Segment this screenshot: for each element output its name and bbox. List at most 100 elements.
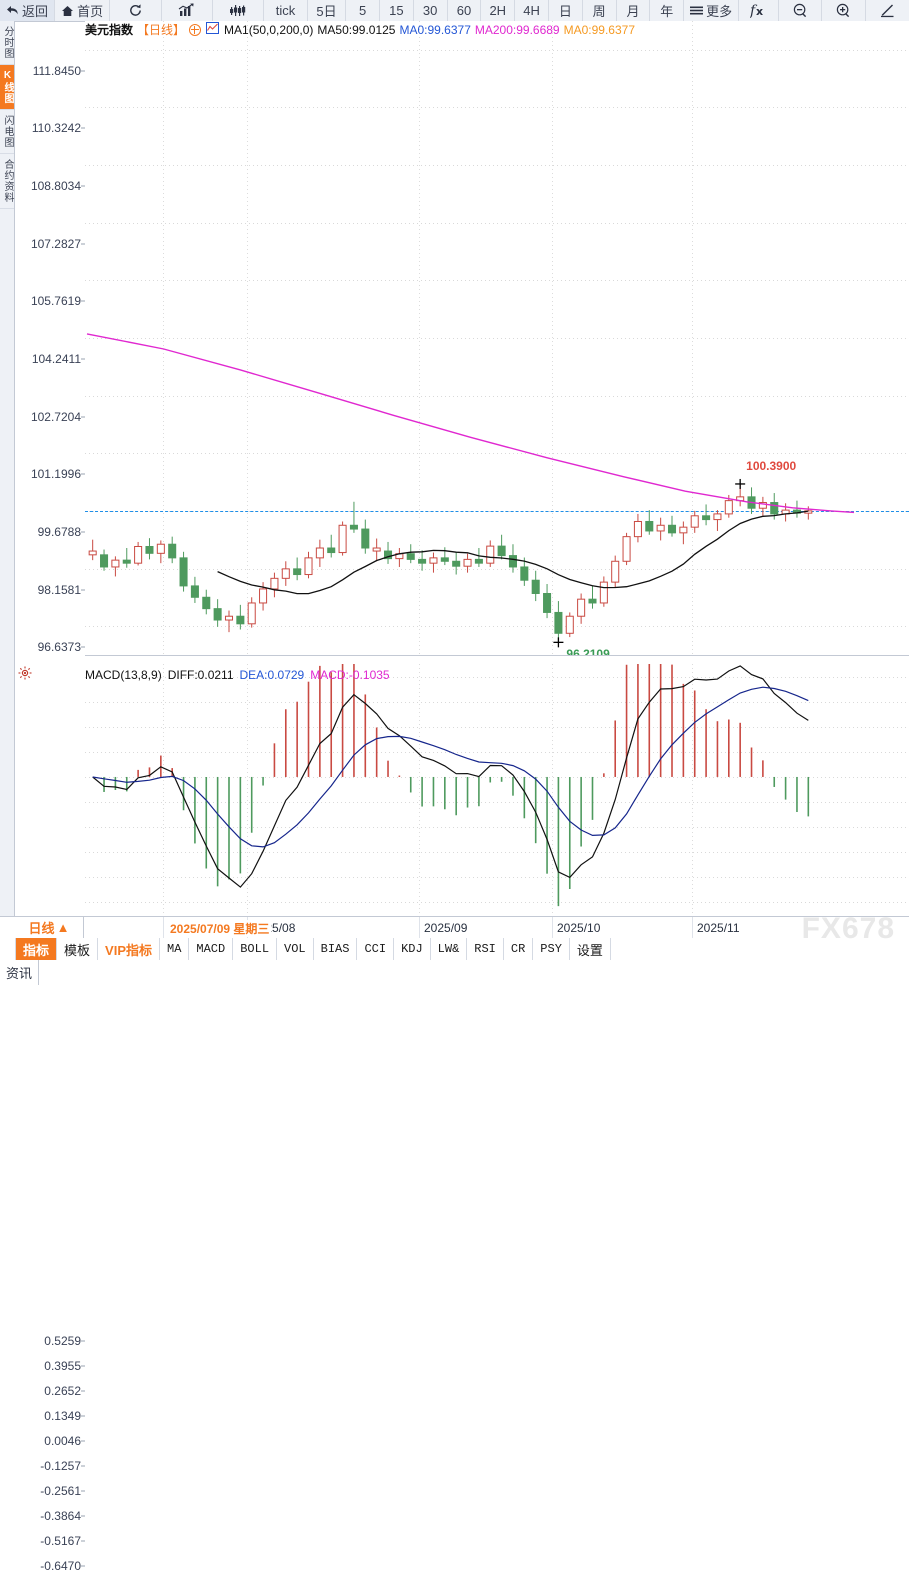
plus-circle-icon[interactable] (189, 23, 202, 36)
indicator-button-kdj[interactable]: KDJ (394, 938, 431, 960)
indicator-button-bias[interactable]: BIAS (314, 938, 358, 960)
candle (236, 604, 245, 630)
period-year-button[interactable]: 年 (650, 0, 685, 21)
period-selector[interactable]: 日线 ▲ (15, 917, 84, 938)
draw-tools-button[interactable] (866, 0, 909, 21)
bar-chart-icon (177, 3, 196, 18)
grid-line (419, 664, 420, 915)
candle (293, 557, 302, 581)
indicator-button-cci[interactable]: CCI (357, 938, 395, 960)
sidebar-item-contract[interactable]: 合约资料 (0, 154, 14, 209)
indicator-button-vol-label: VOL (284, 942, 306, 956)
indicator-button-rsi[interactable]: RSI (467, 938, 504, 960)
period-tick-button[interactable]: tick (264, 0, 308, 21)
refresh-button[interactable] (110, 0, 162, 21)
price-y-tick-label: 99.6788 (37, 524, 81, 539)
period-4h-label: 4H (523, 3, 540, 18)
status-news-tab[interactable]: 资讯 (0, 960, 39, 985)
zoom-out-button[interactable] (779, 0, 823, 21)
extreme-marker-cross (735, 478, 746, 489)
grid-line (85, 751, 909, 753)
settings-sun-icon[interactable] (18, 666, 32, 680)
period-5m-button[interactable]: 5 (346, 0, 380, 21)
sidebar-item-timeshare[interactable]: 分时图 (0, 21, 14, 65)
sidebar-item-lightning[interactable]: 闪电图 (0, 110, 14, 154)
ma50-value: MA50:99.0125 (317, 22, 396, 37)
indicator-button-shezhi[interactable]: 设置 (570, 938, 611, 960)
candle (88, 539, 97, 561)
x-axis: 日线 ▲ 2025/072025/082025/092025/102025/11… (0, 916, 909, 940)
indicator-button-cr-label: CR (510, 942, 526, 956)
macd-y-tick-mark (81, 1565, 85, 1567)
indicator-toolbar: 指标 模板 VIP指标 MA MACD BOLL VOL BIAS CCI KDJ LW& RSI CR… (0, 938, 909, 961)
period-15m-button[interactable]: 15 (380, 0, 414, 21)
grid-line (247, 21, 248, 655)
zoom-in-button[interactable] (822, 0, 866, 21)
period-day-button[interactable]: 日 (549, 0, 583, 21)
period-2h-label: 2H (489, 3, 507, 18)
indicator-button-moban[interactable]: 模板 (57, 938, 99, 960)
macd-y-tick-mark (81, 1340, 85, 1342)
candlestick-icon (229, 3, 248, 18)
grid-line (85, 877, 909, 879)
macd-y-tick-label: 0.3955 (44, 1358, 81, 1373)
top-toolbar: 返回 首页 tick 5日 (0, 0, 909, 22)
more-button[interactable]: 更多 (684, 0, 740, 21)
indicator-button-vol[interactable]: VOL (277, 938, 314, 960)
candle (384, 541, 393, 564)
period-week-button[interactable]: 周 (583, 0, 617, 21)
period-2h-button[interactable]: 2H (481, 0, 516, 21)
refresh-icon (128, 3, 143, 18)
indicator-button-psy[interactable]: PSY (533, 938, 570, 960)
price-y-tick-label: 101.1996 (30, 467, 81, 482)
period-60m-button[interactable]: 60 (448, 0, 482, 21)
bar-chart-button[interactable] (162, 0, 213, 21)
period-month-button[interactable]: 月 (617, 0, 651, 21)
period-tick-label: tick (275, 3, 296, 18)
indicator-toolbar-fill (611, 938, 909, 960)
grid-line (85, 827, 909, 829)
candle (179, 551, 188, 592)
period-4h-button[interactable]: 4H (515, 0, 549, 21)
indicator-button-cr[interactable]: CR (504, 938, 534, 960)
macd-chart-panel[interactable] (85, 664, 909, 915)
candlestick-button[interactable] (213, 0, 265, 21)
x-tick-label: 2025/10 (557, 921, 601, 935)
period-30m-button[interactable]: 30 (414, 0, 448, 21)
back-button[interactable]: 返回 (0, 0, 56, 21)
candle (497, 534, 506, 560)
indicator-button-boll[interactable]: BOLL (233, 938, 278, 960)
candle (645, 510, 654, 535)
candle (418, 550, 427, 571)
candle (247, 597, 256, 628)
x-tick-separator (419, 917, 420, 938)
candle (281, 561, 290, 586)
home-button[interactable]: 首页 (55, 0, 111, 21)
macd-y-tick-mark (81, 1415, 85, 1417)
indicator-button-zhibiao[interactable]: 指标 (16, 938, 58, 960)
indicator-button-macd[interactable]: MACD (189, 938, 234, 960)
candle (429, 552, 438, 573)
period-5d-button[interactable]: 5日 (308, 0, 347, 21)
period-selector-label: 日线 (28, 921, 55, 936)
symbol-period: 【日线】 (137, 23, 186, 37)
ma200-line (86, 333, 855, 514)
price-chart-panel[interactable]: 100.3900 96.2109 (85, 21, 909, 656)
macd-diff-line (92, 665, 809, 888)
indicator-button-ma[interactable]: MA (160, 938, 190, 960)
candle (327, 534, 336, 558)
sidebar-item-kline-label: K线图 (2, 70, 13, 104)
candle (463, 553, 472, 573)
indicator-button-macd-label: MACD (196, 942, 226, 956)
indicator-button-lw[interactable]: LW& (431, 938, 468, 960)
price-y-tick-mark (81, 243, 85, 245)
grid-line (85, 280, 909, 282)
candle (145, 538, 154, 560)
indicator-chart-icon[interactable] (206, 22, 220, 37)
sidebar-item-kline[interactable]: K线图 (0, 65, 14, 110)
indicator-button-vip[interactable]: VIP指标 (98, 938, 160, 960)
ma-params-label: MA1(50,0,200,0) (224, 22, 314, 37)
macd-title: MACD(13,8,9) (85, 667, 162, 682)
status-bar-fill (39, 960, 909, 985)
